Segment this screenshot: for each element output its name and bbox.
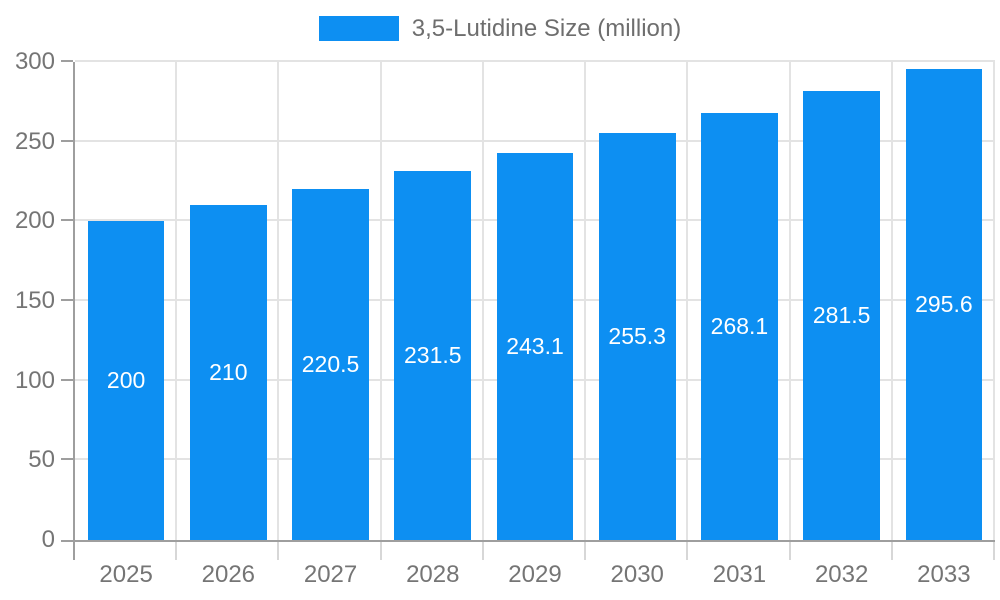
x-axis-line [73, 540, 995, 542]
bar-value-label-2026: 210 [209, 359, 248, 386]
bar-value-label-2030: 255.3 [608, 323, 666, 350]
y-tick-mark-250 [61, 139, 73, 142]
bar-value-label-2029: 243.1 [506, 332, 564, 359]
bar-2029[interactable]: 243.1 [496, 152, 574, 540]
bar-value-label-2032: 281.5 [812, 302, 871, 329]
x-tick-mark-6 [686, 540, 689, 560]
v-gridline-1 [175, 62, 178, 540]
x-tick-label-2033: 2033 [917, 561, 971, 588]
x-tick-label-2028: 2028 [406, 561, 460, 588]
x-tick-mark-1 [175, 540, 178, 560]
v-gridline-4 [481, 62, 484, 540]
x-tick-mark-7 [788, 540, 791, 560]
legend-swatch-icon [318, 16, 399, 41]
bar-value-label-2025: 200 [106, 367, 146, 394]
x-tick-label-2026: 2026 [201, 561, 256, 588]
y-tick-label-250: 250 [14, 127, 55, 155]
x-tick-mark-8 [890, 540, 893, 560]
x-tick-mark-9 [993, 540, 995, 560]
bar-2028[interactable]: 231.5 [394, 171, 472, 540]
v-gridline-5 [584, 62, 587, 540]
y-tick-label-300: 300 [14, 48, 55, 75]
y-tick-mark-200 [61, 219, 73, 222]
v-gridline-9 [993, 62, 995, 540]
bar-2026[interactable]: 210 [190, 205, 267, 540]
h-gridline-250 [75, 139, 995, 142]
y-tick-label-150: 150 [14, 287, 55, 314]
bar-value-label-2031: 268.1 [710, 312, 769, 339]
x-tick-label-2031: 2031 [712, 561, 767, 588]
bar-value-label-2027: 220.5 [301, 350, 360, 377]
y-tick-mark-50 [61, 458, 73, 461]
v-gridline-2 [277, 62, 280, 540]
bar-2032[interactable]: 281.5 [803, 91, 880, 540]
bar-value-label-2028: 231.5 [403, 342, 462, 369]
x-tick-label-2032: 2032 [814, 561, 869, 588]
legend[interactable]: 3,5-Lutidine Size (million) [0, 16, 1000, 41]
y-axis-line [73, 62, 75, 560]
y-tick-label-200: 200 [14, 207, 55, 235]
y-tick-mark-300 [61, 60, 73, 62]
x-tick-label-2027: 2027 [303, 561, 358, 588]
x-tick-mark-4 [481, 540, 484, 560]
v-gridline-3 [379, 62, 382, 540]
bar-2027[interactable]: 220.5 [292, 188, 369, 540]
bar-2033[interactable]: 295.6 [905, 69, 983, 540]
y-tick-mark-0 [61, 540, 73, 542]
x-tick-mark-2 [277, 540, 280, 560]
y-tick-mark-150 [61, 299, 73, 301]
y-tick-label-0: 0 [41, 526, 55, 553]
plot-area: 0 50 100 150 200 250 300 2025 2026 2027 2028 2029 20… [15, 49, 995, 588]
bar-2031[interactable]: 268.1 [701, 112, 778, 540]
h-gridline-300 [75, 60, 995, 62]
legend-label: 3,5-Lutidine Size (million) [411, 15, 682, 42]
x-tick-label-2030: 2030 [610, 561, 664, 588]
bar-2025[interactable]: 200 [87, 221, 165, 540]
x-tick-mark-5 [584, 540, 587, 560]
x-tick-label-2029: 2029 [508, 561, 562, 588]
y-tick-label-100: 100 [14, 366, 55, 394]
v-gridline-8 [890, 62, 893, 540]
y-tick-mark-100 [61, 378, 73, 381]
bar-2030[interactable]: 255.3 [598, 133, 676, 540]
x-tick-mark-3 [379, 540, 382, 560]
bar-value-label-2033: 295.6 [915, 291, 973, 317]
v-gridline-7 [788, 62, 791, 540]
y-tick-label-50: 50 [28, 446, 55, 474]
v-gridline-6 [686, 62, 689, 540]
x-tick-label-2025: 2025 [99, 561, 153, 588]
